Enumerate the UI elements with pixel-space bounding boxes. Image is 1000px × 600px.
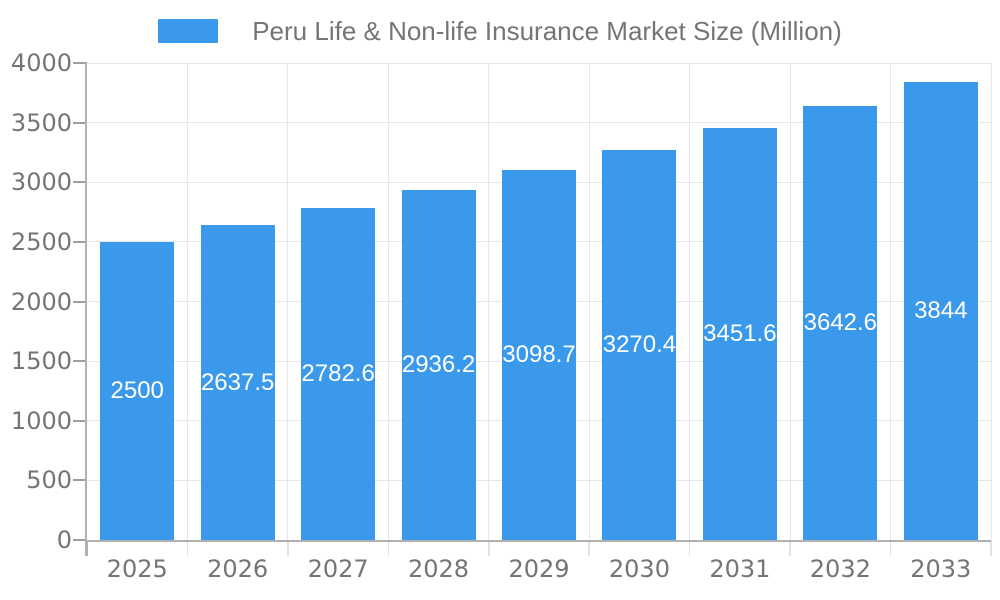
x-axis-label: 2032 xyxy=(809,555,871,583)
x-tick xyxy=(588,540,590,556)
bar[interactable]: 2637.5 xyxy=(200,225,275,540)
x-axis-label: 2026 xyxy=(207,555,269,583)
legend-swatch xyxy=(158,19,219,43)
x-tick xyxy=(488,540,490,556)
y-tick xyxy=(73,181,87,184)
y-axis-label: 2500 xyxy=(10,227,72,256)
x-axis-label: 2031 xyxy=(709,555,771,583)
y-tick xyxy=(73,121,87,124)
x-axis-label: 2033 xyxy=(910,555,972,583)
x-tick xyxy=(287,540,289,556)
y-tick xyxy=(73,240,87,243)
bar[interactable]: 3844 xyxy=(903,81,978,540)
v-gridline xyxy=(789,63,791,540)
y-tick xyxy=(73,539,87,541)
legend[interactable]: Peru Life & Non-life Insurance Market Si… xyxy=(0,15,1000,46)
legend-label: Peru Life & Non-life Insurance Market Si… xyxy=(252,15,842,46)
bar-value-label: 2500 xyxy=(110,376,164,404)
x-tick xyxy=(387,540,390,556)
bar[interactable]: 3270.4 xyxy=(602,150,677,540)
y-axis-label: 0 xyxy=(56,526,72,554)
bar-value-label: 3270.4 xyxy=(602,330,677,358)
bar-value-label: 2637.5 xyxy=(200,368,275,396)
bar-value-label: 2936.2 xyxy=(401,350,476,378)
y-tick xyxy=(73,62,87,64)
x-axis-label: 2028 xyxy=(408,555,470,583)
x-tick xyxy=(789,540,791,556)
bar[interactable]: 3451.6 xyxy=(702,128,777,540)
x-axis-label: 2030 xyxy=(608,555,670,583)
x-axis-line xyxy=(85,540,991,542)
h-gridline xyxy=(87,62,991,64)
x-tick xyxy=(990,540,992,556)
v-gridline xyxy=(488,63,490,540)
y-tick xyxy=(73,300,87,303)
x-axis-label: 2025 xyxy=(106,555,168,583)
v-gridline xyxy=(890,63,892,540)
x-axis-label: 2029 xyxy=(508,555,570,583)
y-axis-label: 3000 xyxy=(10,168,72,197)
y-tick xyxy=(73,360,87,363)
y-tick xyxy=(73,419,87,422)
v-gridline xyxy=(689,63,691,540)
y-axis-label: 1000 xyxy=(10,406,72,435)
y-axis-label: 3500 xyxy=(10,108,72,137)
v-gridline xyxy=(287,63,289,540)
bar[interactable]: 2500 xyxy=(100,241,175,540)
x-tick xyxy=(186,540,189,556)
bar-value-label: 3844 xyxy=(914,296,968,324)
y-axis-label: 500 xyxy=(26,466,72,495)
v-gridline xyxy=(186,63,188,540)
x-tick xyxy=(86,540,88,556)
v-gridline xyxy=(387,63,389,540)
bar-value-label: 2782.6 xyxy=(301,360,375,388)
v-gridline xyxy=(588,63,590,540)
y-axis-label: 2000 xyxy=(10,287,72,316)
x-axis-label: 2027 xyxy=(307,555,369,583)
bar-value-label: 3098.7 xyxy=(502,341,576,369)
y-axis-label: 1500 xyxy=(10,347,72,376)
y-axis-line xyxy=(85,63,87,556)
x-tick xyxy=(688,540,691,556)
bar[interactable]: 3098.7 xyxy=(502,170,576,540)
bar[interactable]: 3642.6 xyxy=(803,105,878,540)
bar[interactable]: 2782.6 xyxy=(301,208,376,540)
bar-value-label: 3642.6 xyxy=(803,308,878,336)
h-gridline xyxy=(87,122,991,124)
bar-value-label: 3451.6 xyxy=(703,320,777,348)
y-axis-label: 4000 xyxy=(10,49,72,77)
y-tick xyxy=(73,479,87,482)
v-gridline xyxy=(990,63,992,540)
bar[interactable]: 2936.2 xyxy=(401,189,476,540)
x-tick xyxy=(889,540,892,556)
